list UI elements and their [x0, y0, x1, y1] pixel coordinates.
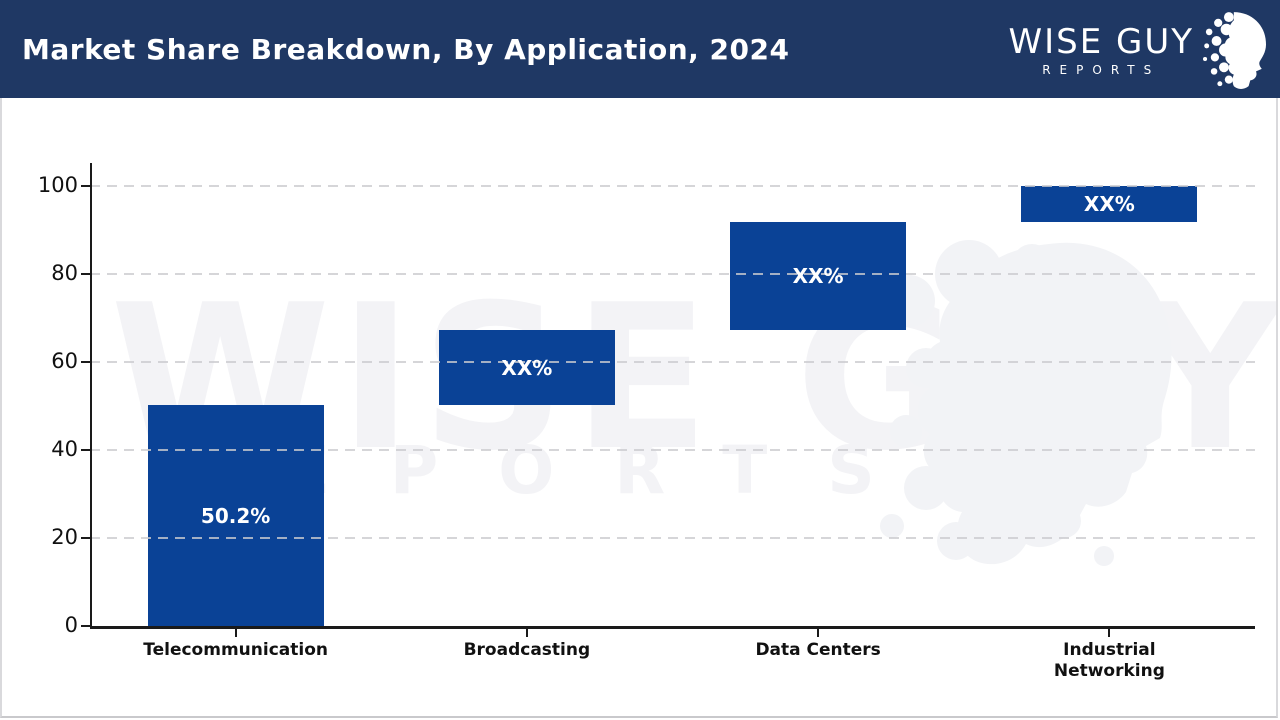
gridline-20	[90, 537, 1255, 539]
y-tick-label-40: 40	[51, 437, 78, 461]
logo-wordmark: WISE GUY	[1008, 21, 1194, 62]
y-tick-40	[81, 449, 90, 451]
header-bar: Market Share Breakdown, By Application, …	[0, 0, 1280, 98]
chart-canvas: WISE GUY REPORTS 0 20 40 60 80 100 50.2% Teleco…	[0, 98, 1278, 718]
y-tick-label-100: 100	[37, 173, 78, 197]
page-title: Market Share Breakdown, By Application, …	[22, 32, 790, 66]
y-tick-80	[81, 273, 90, 275]
bar-broadcasting	[438, 330, 615, 406]
x-tick-1	[525, 629, 528, 637]
y-axis-line	[90, 163, 92, 629]
y-tick-100	[81, 185, 90, 187]
bar-value-label: 50.2%	[200, 503, 271, 528]
x-axis-line	[90, 626, 1255, 629]
watermark-face	[880, 240, 1172, 566]
gridline-60	[90, 361, 1255, 363]
y-tick-20	[81, 537, 90, 539]
x-tick-3	[1108, 629, 1111, 637]
bar-telecommunication	[147, 405, 324, 626]
bar-value-label: XX%	[792, 263, 844, 288]
y-tick-label-20: 20	[51, 525, 78, 549]
y-tick-label-60: 60	[51, 349, 78, 373]
category-label-2: Data Centers	[755, 640, 881, 660]
x-tick-0	[234, 629, 237, 637]
logo-text: WISE GUY REPORTS	[1008, 24, 1194, 77]
bar-value-label: XX%	[1083, 191, 1135, 216]
logo-subtitle: REPORTS	[1042, 62, 1161, 77]
wise-guy-face-icon	[1202, 12, 1267, 89]
wise-guy-reports-logo: WISE GUY REPORTS	[1008, 6, 1270, 94]
bar-data-centers	[730, 221, 907, 331]
category-label-3: Industrial Networking	[1053, 640, 1165, 681]
bar-industrial-networking	[1021, 186, 1198, 222]
x-tick-2	[817, 629, 820, 637]
y-tick-60	[81, 361, 90, 363]
gridline-40	[90, 449, 1255, 451]
gridline-80	[90, 273, 1255, 275]
y-tick-label-0: 0	[64, 613, 78, 637]
gridline-100	[90, 185, 1255, 187]
bar-value-label: XX%	[501, 355, 553, 380]
y-tick-label-80: 80	[51, 261, 78, 285]
y-tick-0	[81, 625, 90, 627]
category-label-1: Broadcasting	[463, 640, 591, 660]
category-label-0: Telecommunication	[143, 640, 328, 660]
